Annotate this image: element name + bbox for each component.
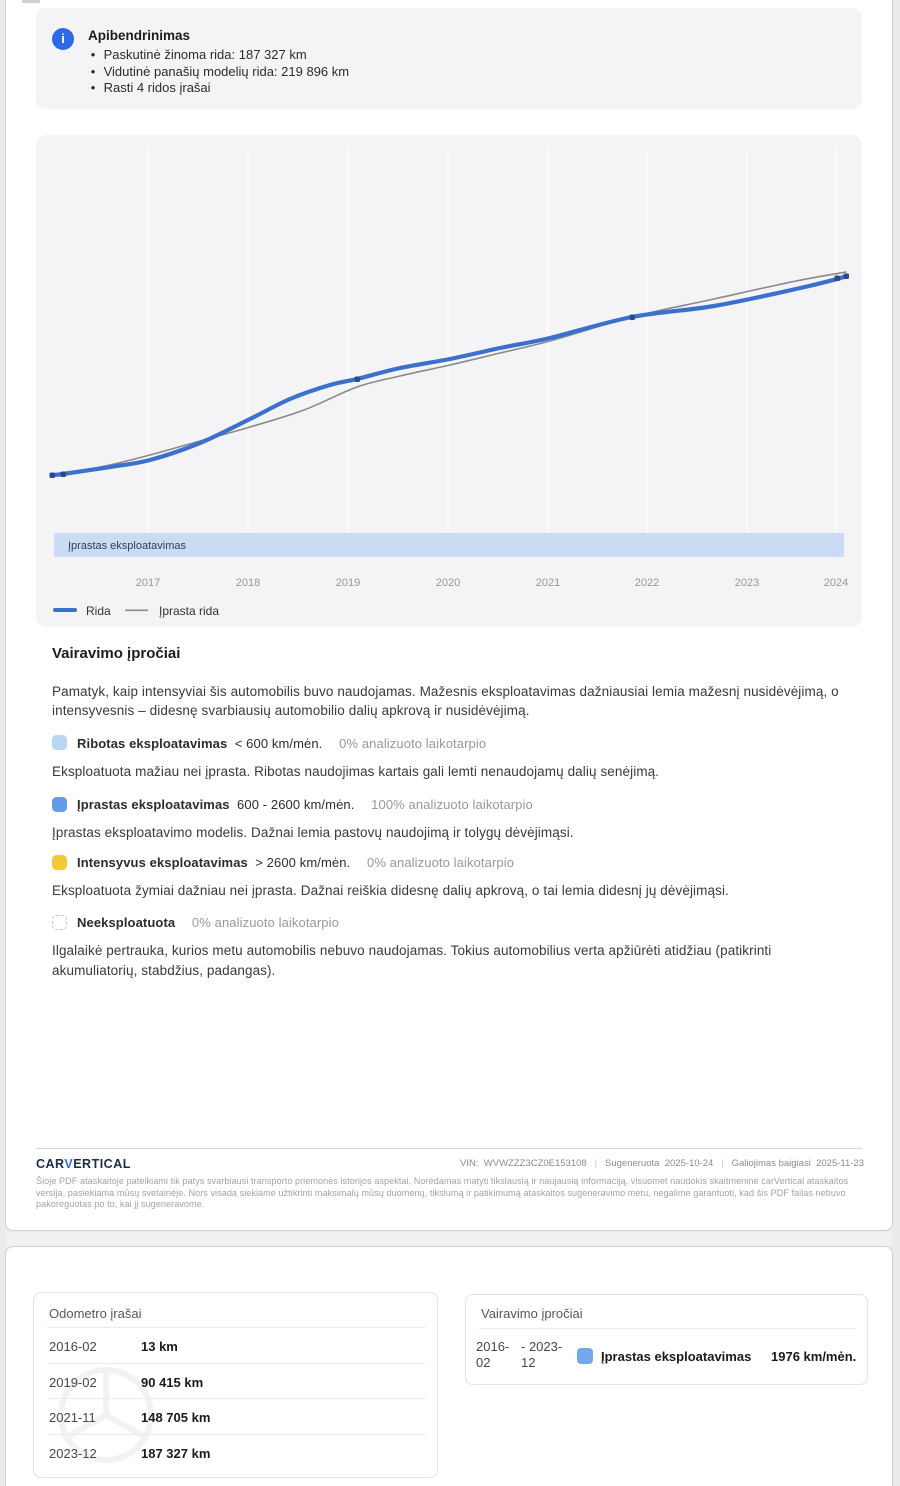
svg-text:2024: 2024 [824,577,848,589]
svg-text:Rida: Rida [86,604,111,618]
svg-text:2018: 2018 [236,577,260,589]
svg-text:2019: 2019 [336,577,360,589]
svg-text:2021: 2021 [536,577,560,589]
svg-text:Įprasta rida: Įprasta rida [159,604,219,618]
svg-text:2017: 2017 [136,577,160,589]
svg-text:2023: 2023 [735,577,759,589]
svg-text:2020: 2020 [436,577,460,589]
svg-text:2022: 2022 [635,577,659,589]
svg-text:Įprastas eksploatavimas: Įprastas eksploatavimas [68,540,186,552]
